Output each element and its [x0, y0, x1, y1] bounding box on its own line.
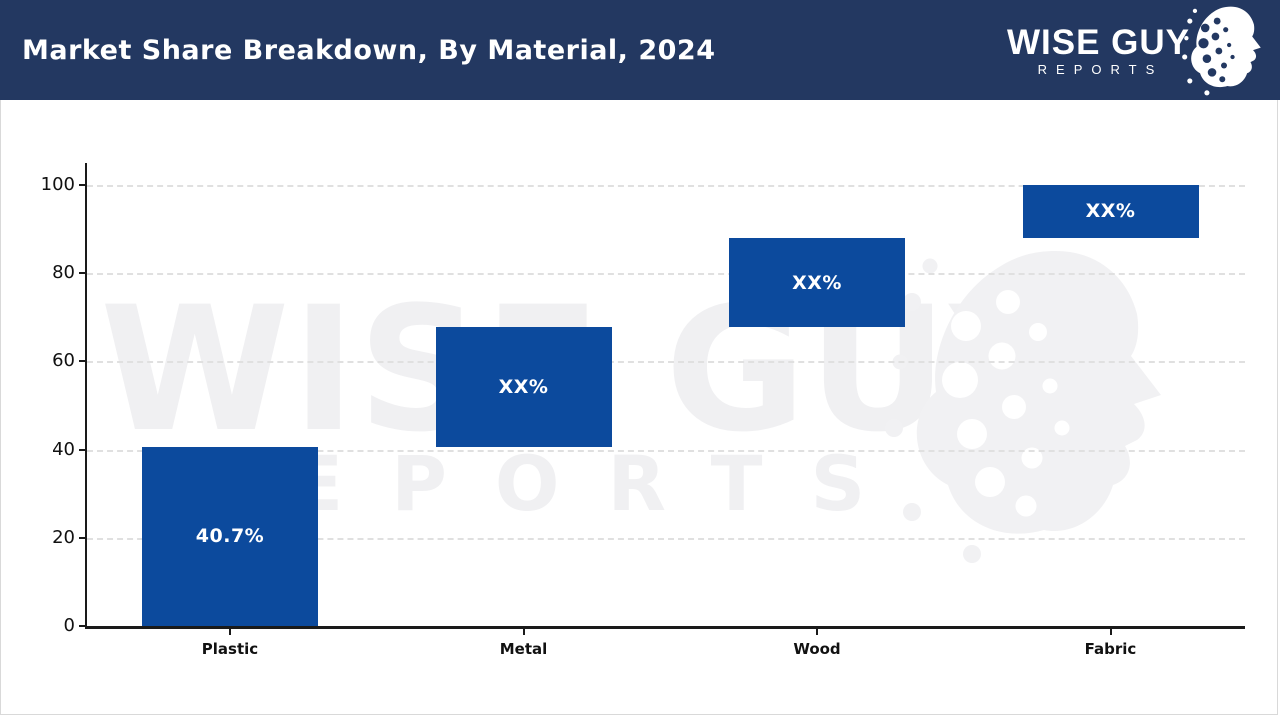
y-tick-mark	[79, 448, 87, 451]
logo-brand-text: WISE GUY	[1006, 22, 1190, 62]
bar-metal: XX%	[435, 327, 612, 447]
gridline-20	[87, 537, 1245, 540]
y-axis	[85, 163, 87, 628]
dotted-head-profile-icon	[1182, 6, 1261, 96]
logo: WISE GUY REPORTS	[1007, 4, 1272, 98]
y-tick-label: 20	[52, 526, 75, 548]
header: Market Share Breakdown, By Material, 202…	[0, 0, 1280, 100]
chart-area: 0 20 40 60 80 100 40.7% Plastic XX% Metal XX% Wood X…	[0, 100, 1280, 720]
y-tick-label: 60	[52, 350, 75, 372]
y-tick-label: 100	[40, 174, 75, 195]
bar-plastic: 40.7%	[142, 446, 318, 626]
gridline-40	[87, 449, 1245, 452]
x-tick-mark	[816, 627, 818, 635]
y-tick-mark	[79, 184, 87, 186]
x-tick-mark	[1109, 627, 1112, 635]
x-tick-label-metal: Metal	[499, 640, 548, 658]
bar-fabric: XX%	[1022, 185, 1199, 238]
bar-value-label: 40.7%	[195, 525, 265, 548]
gridline-80	[87, 273, 1245, 276]
y-tick-mark	[79, 272, 87, 275]
x-tick-label-wood: Wood	[793, 640, 841, 658]
bar-value-label: XX%	[1085, 200, 1136, 223]
logo-reports-text: REPORTS	[1037, 62, 1164, 78]
x-tick-label-plastic: Plastic	[201, 640, 259, 658]
bar-value-label: XX%	[792, 271, 842, 294]
gridline-60	[87, 361, 1245, 364]
watermark-head-profile-icon	[885, 251, 1161, 563]
y-tick-mark	[79, 625, 87, 627]
logo-wordmark: WISE GUY REPORTS	[1006, 22, 1190, 78]
x-tick-label-fabric: Fabric	[1084, 640, 1137, 658]
y-tick-mark	[79, 360, 87, 363]
content-frame	[0, 100, 1278, 715]
bar-wood: XX%	[729, 237, 905, 328]
y-tick-label: 80	[52, 262, 75, 284]
y-tick-label: 40	[52, 438, 75, 460]
y-tick-mark	[79, 536, 87, 539]
bar-value-label: XX%	[498, 375, 549, 398]
y-tick-label: 0	[63, 615, 75, 636]
page-title: Market Share Breakdown, By Material, 202…	[22, 34, 716, 66]
gridline-100	[87, 185, 1245, 187]
x-tick-mark	[229, 627, 231, 635]
x-axis	[85, 626, 1245, 629]
x-tick-mark	[522, 627, 525, 635]
